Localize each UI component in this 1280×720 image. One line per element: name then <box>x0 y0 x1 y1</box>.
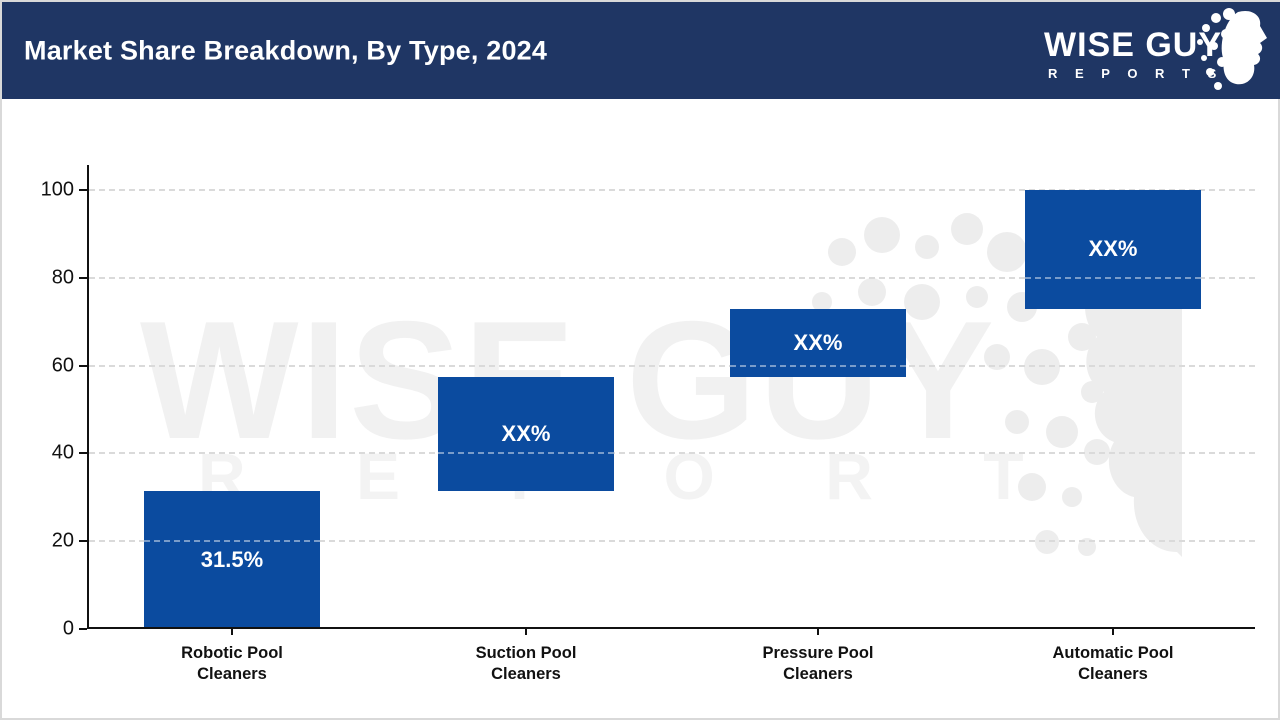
logo-dotted-face-icon <box>1197 8 1267 90</box>
gridline <box>89 276 1255 279</box>
y-tick-label: 60 <box>51 354 74 377</box>
bar-value-label: XX% <box>1088 236 1138 262</box>
bar-value-label: 31.5% <box>200 546 264 572</box>
gridline-over-bar <box>1025 276 1201 279</box>
y-tick-label: 80 <box>51 266 74 289</box>
y-axis-tick <box>79 276 87 279</box>
x-category-label: Suction Pool Cleaners <box>475 644 577 683</box>
watermark-reports-text: R E P O R T S <box>198 439 1224 513</box>
bar-suction-pool-cleaners: XX% <box>438 377 614 491</box>
y-axis-tick <box>79 452 87 455</box>
gridline <box>89 452 1255 455</box>
watermark-dotted-face-icon <box>812 213 1182 557</box>
y-tick-label: 0 <box>62 617 74 640</box>
x-axis-tick <box>525 629 527 635</box>
y-axis-tick <box>79 189 87 191</box>
bar-automatic-pool-cleaners: XX% <box>1025 190 1201 309</box>
y-tick-label: 40 <box>51 441 74 464</box>
x-axis-tick <box>1112 629 1114 635</box>
x-category-label: Robotic Pool Cleaners <box>181 644 283 683</box>
y-axis-tick <box>79 364 87 367</box>
gridline-over-bar <box>144 540 320 543</box>
x-axis-line <box>87 627 1255 629</box>
y-tick-label: 100 <box>40 178 74 201</box>
wise-guy-reports-logo: WISE GUY R E P O R T S <box>1018 8 1268 94</box>
bar-pressure-pool-cleaners: XX% <box>730 308 906 378</box>
y-axis-tick <box>79 540 87 543</box>
y-axis-line <box>87 165 89 629</box>
gridline <box>89 364 1255 367</box>
logo-wiseguy-text: WISE GUY <box>1044 26 1223 64</box>
x-category-label: Automatic Pool Cleaners <box>1052 644 1174 683</box>
logo-reports-text: R E P O R T S <box>1048 66 1224 81</box>
x-axis-tick <box>817 629 819 635</box>
y-tick-label: 20 <box>51 529 74 552</box>
gridline-over-bar <box>730 364 906 367</box>
bar-value-label: XX% <box>501 421 551 447</box>
y-axis-tick <box>79 628 87 630</box>
x-category-label: Pressure Pool Cleaners <box>762 644 874 683</box>
gridline <box>89 540 1255 543</box>
chart-title: Market Share Breakdown, By Type, 2024 <box>24 35 548 65</box>
gridline-over-bar <box>438 452 614 455</box>
gridline <box>89 189 1255 191</box>
bar-robotic-pool-cleaners: 31.5% <box>144 490 320 629</box>
bar-value-label: XX% <box>793 329 843 355</box>
x-axis-tick <box>231 629 233 635</box>
report-header: Market Share Breakdown, By Type, 2024 WI… <box>2 2 1280 99</box>
